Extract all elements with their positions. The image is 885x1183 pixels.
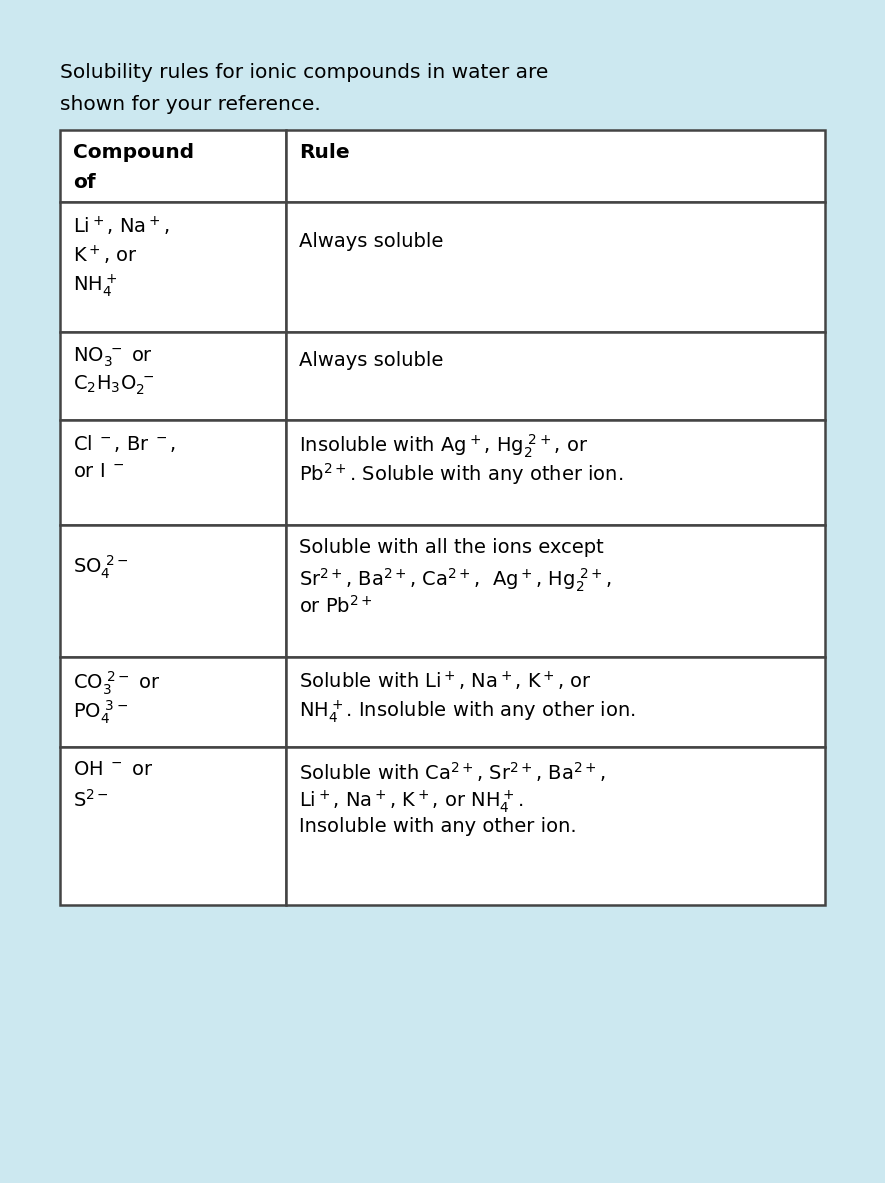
Text: Insoluble with $\mathregular{Ag^+}$, $\mathregular{Hg_2^{\ 2+}}$, or: Insoluble with $\mathregular{Ag^+}$, $\m…	[298, 433, 588, 460]
Text: $\mathregular{NO_3^{\ -}}$ or: $\mathregular{NO_3^{\ -}}$ or	[73, 345, 153, 368]
Text: Soluble with all the ions except: Soluble with all the ions except	[298, 538, 604, 557]
Text: Compound: Compound	[73, 143, 194, 162]
Bar	[286, 525, 825, 657]
Text: Rule: Rule	[298, 143, 350, 162]
Text: of: of	[73, 173, 96, 192]
Text: $\mathregular{OH^{\ -}}$ or: $\mathregular{OH^{\ -}}$ or	[73, 759, 153, 778]
Text: $\mathregular{PO_4^{\ 3-}}$: $\mathregular{PO_4^{\ 3-}}$	[73, 698, 128, 726]
Text: $\mathregular{Sr^{2+}}$, $\mathregular{Ba^{2+}}$, $\mathregular{Ca^{2+}}$,  $\ma: $\mathregular{Sr^{2+}}$, $\mathregular{B…	[298, 567, 612, 594]
Bar	[286, 202, 825, 332]
Bar	[286, 657, 825, 746]
Bar	[286, 420, 825, 525]
Text: Always soluble: Always soluble	[298, 232, 443, 251]
Text: or $\mathregular{Pb^{2+}}$: or $\mathregular{Pb^{2+}}$	[298, 595, 373, 616]
Text: $\mathregular{K^+}$, or: $\mathregular{K^+}$, or	[73, 244, 137, 267]
Text: $\mathregular{S^{2-}}$: $\mathregular{S^{2-}}$	[73, 789, 109, 810]
Text: $\mathregular{SO_4^{\ 2-}}$: $\mathregular{SO_4^{\ 2-}}$	[73, 554, 128, 581]
Text: $\mathregular{CO_3^{\ 2-}}$ or: $\mathregular{CO_3^{\ 2-}}$ or	[73, 670, 161, 698]
Bar	[286, 332, 825, 420]
Text: Always soluble: Always soluble	[298, 350, 443, 370]
Text: $\mathregular{Li^+}$, $\mathregular{Na^+}$,: $\mathregular{Li^+}$, $\mathregular{Na^+…	[73, 215, 169, 238]
Text: $\mathregular{Li^+}$, $\mathregular{Na^+}$, $\mathregular{K^+}$, or $\mathregula: $\mathregular{Li^+}$, $\mathregular{Na^+…	[298, 789, 523, 815]
Text: Soluble with $\mathregular{Li^+}$, $\mathregular{Na^+}$, $\mathregular{K^+}$, or: Soluble with $\mathregular{Li^+}$, $\mat…	[298, 670, 591, 693]
Bar	[60, 525, 286, 657]
Text: $\mathregular{NH_4^+}$: $\mathregular{NH_4^+}$	[73, 272, 117, 299]
Bar	[60, 130, 286, 202]
Bar	[286, 130, 825, 202]
Text: Insoluble with any other ion.: Insoluble with any other ion.	[298, 817, 576, 836]
Text: or $\mathregular{I^{\ -}}$: or $\mathregular{I^{\ -}}$	[73, 461, 124, 480]
Text: $\mathregular{C_2H_3O_2^{\ -}}$: $\mathregular{C_2H_3O_2^{\ -}}$	[73, 374, 155, 397]
Text: $\mathregular{Pb^{2+}}$. Soluble with any other ion.: $\mathregular{Pb^{2+}}$. Soluble with an…	[298, 461, 623, 487]
Bar	[60, 746, 286, 905]
Bar	[60, 202, 286, 332]
Text: $\mathregular{NH_4^+}$. Insoluble with any other ion.: $\mathregular{NH_4^+}$. Insoluble with a…	[298, 698, 635, 725]
Bar	[60, 420, 286, 525]
Text: Solubility rules for ionic compounds in water are: Solubility rules for ionic compounds in …	[60, 63, 549, 82]
Text: shown for your reference.: shown for your reference.	[60, 95, 320, 114]
Text: $\mathregular{Cl^{\ -}}$, $\mathregular{Br^{\ -}}$,: $\mathregular{Cl^{\ -}}$, $\mathregular{…	[73, 433, 176, 454]
Bar	[60, 657, 286, 746]
Bar	[286, 746, 825, 905]
Bar	[60, 332, 286, 420]
Text: Soluble with $\mathregular{Ca^{2+}}$, $\mathregular{Sr^{2+}}$, $\mathregular{Ba^: Soluble with $\mathregular{Ca^{2+}}$, $\…	[298, 759, 605, 784]
